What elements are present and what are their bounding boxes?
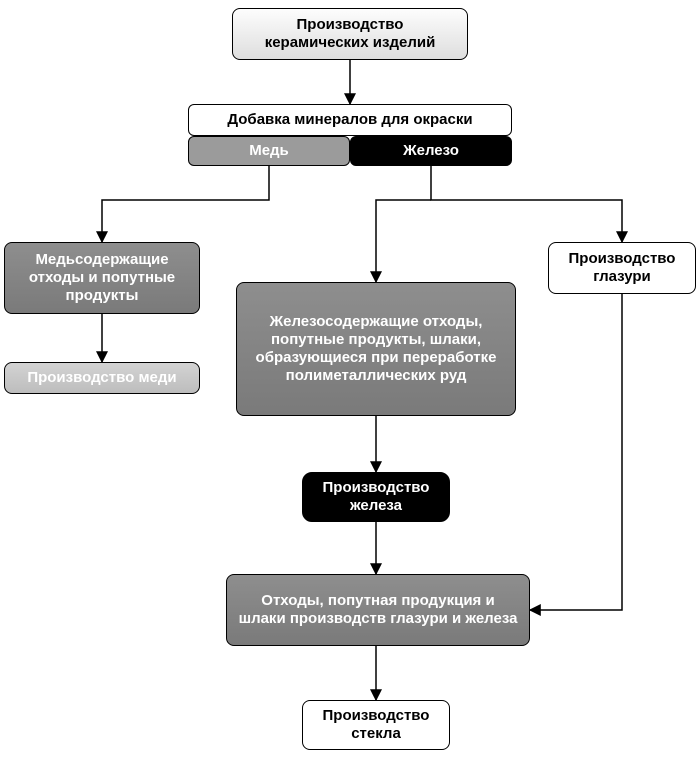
node-label-n8: Производство железа bbox=[313, 479, 439, 515]
edge-e4 bbox=[431, 166, 622, 242]
flowchart-canvas: Производство керамических изделий Добавка… bbox=[0, 0, 700, 757]
node-n7: Железосодержащие отходы, попутные продук… bbox=[236, 282, 516, 416]
edge-e2 bbox=[102, 166, 269, 242]
edge-e5 bbox=[376, 200, 431, 282]
node-label-n3b: Железо bbox=[403, 142, 459, 160]
node-n1: Производство керамических изделий bbox=[232, 8, 468, 60]
edge-e8 bbox=[530, 294, 622, 610]
node-n9: Отходы, попутная продукция и шлаки произ… bbox=[226, 574, 530, 646]
node-label-n3a: Медь bbox=[249, 142, 289, 160]
node-label-n5: Производство меди bbox=[27, 369, 176, 387]
node-n3a: Медь bbox=[188, 136, 350, 166]
node-n4: Медьсодержащие отходы и попутные продукт… bbox=[4, 242, 200, 314]
node-n3b: Железо bbox=[350, 136, 512, 166]
node-n8: Производство железа bbox=[302, 472, 450, 522]
node-label-n1: Производство керамических изделий bbox=[243, 16, 457, 52]
node-n5: Производство меди bbox=[4, 362, 200, 394]
node-label-n2: Добавка минералов для окраски bbox=[227, 111, 472, 129]
node-label-n9: Отходы, попутная продукция и шлаки произ… bbox=[237, 592, 519, 628]
node-label-n10: Производство стекла bbox=[313, 707, 439, 743]
node-n6: Производство глазури bbox=[548, 242, 696, 294]
node-n10: Производство стекла bbox=[302, 700, 450, 750]
node-label-n6: Производство глазури bbox=[559, 250, 685, 286]
node-label-n7: Железосодержащие отходы, попутные продук… bbox=[247, 313, 505, 385]
node-label-n4: Медьсодержащие отходы и попутные продукт… bbox=[15, 251, 189, 305]
node-n2: Добавка минералов для окраски bbox=[188, 104, 512, 136]
